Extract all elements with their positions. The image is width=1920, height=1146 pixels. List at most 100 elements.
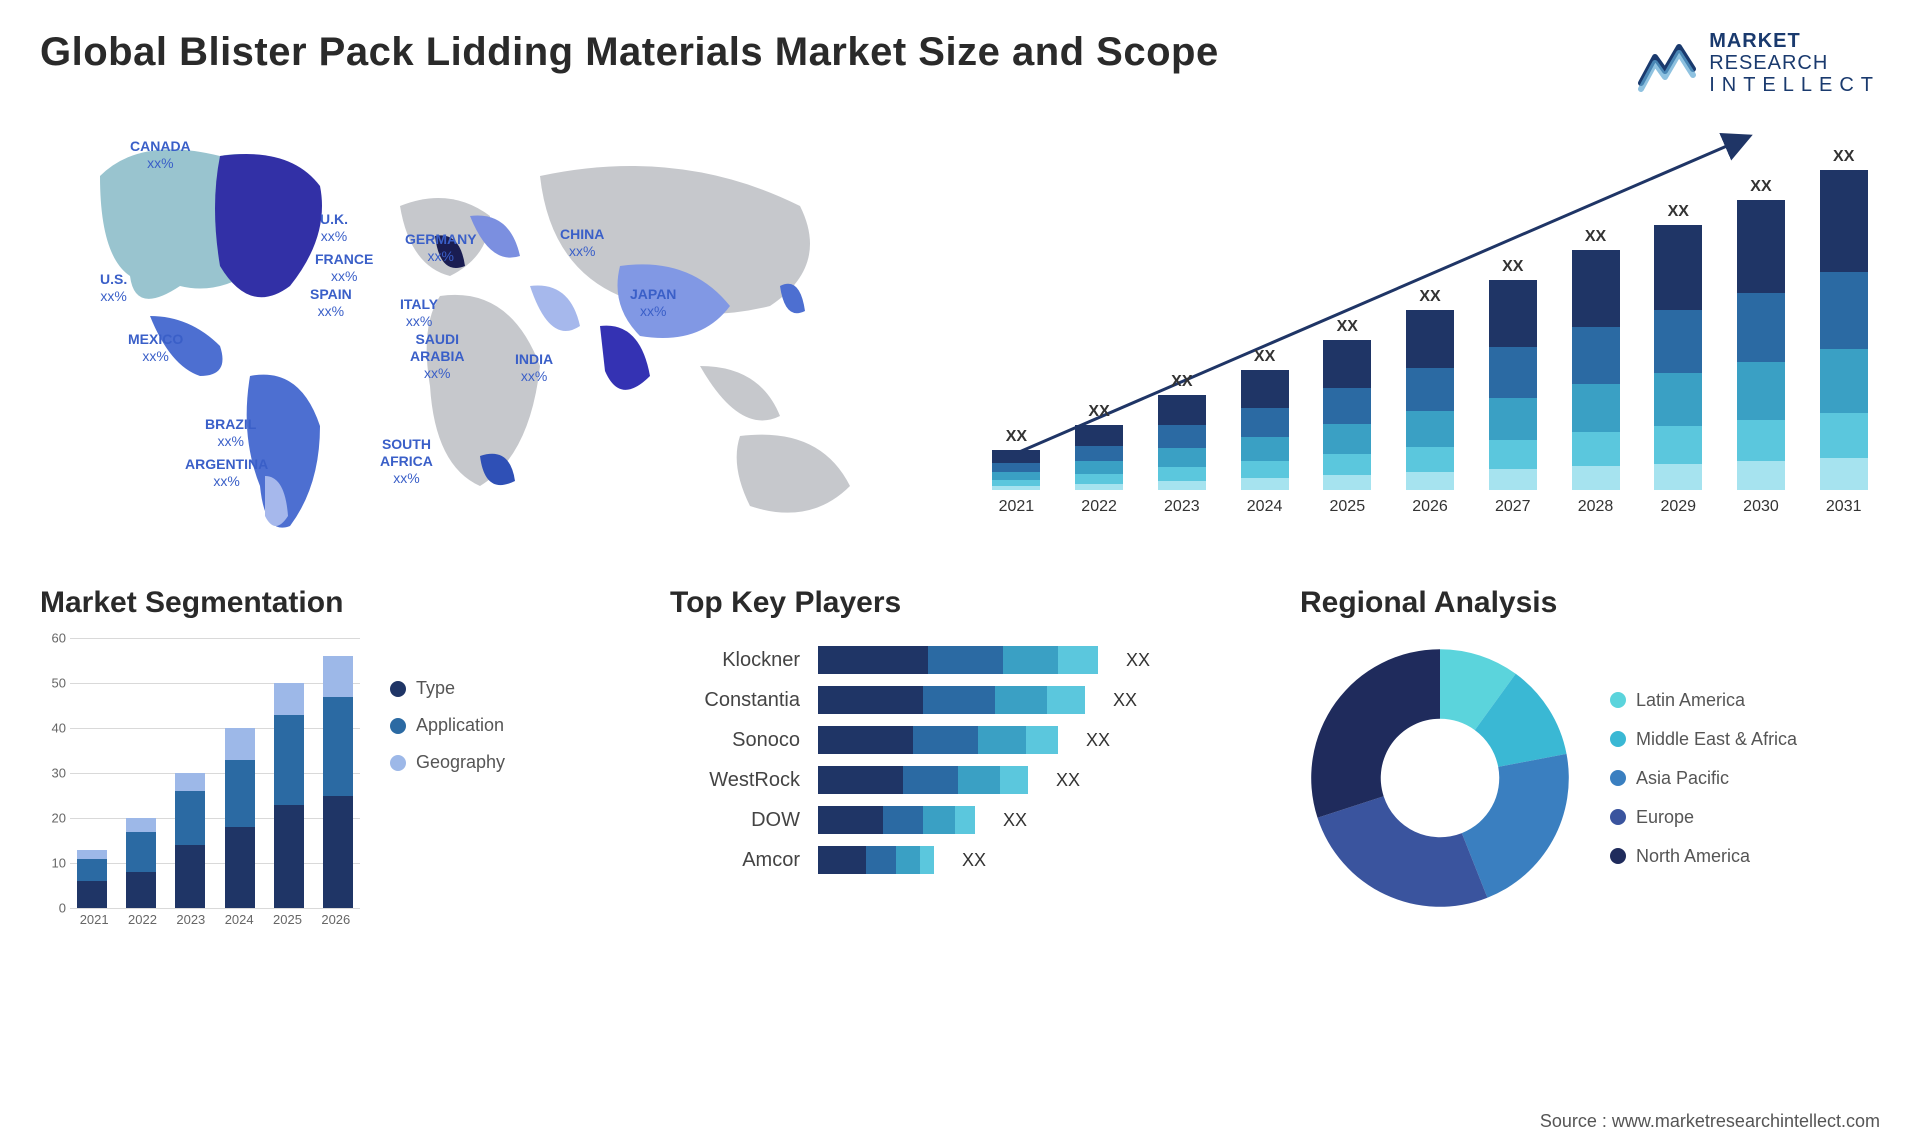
growth-bar-segment xyxy=(992,450,1040,463)
region-legend-item: Latin America xyxy=(1610,690,1797,711)
map-country-label: ITALYxx% xyxy=(400,296,438,330)
seg-legend-item: Application xyxy=(390,715,505,736)
player-bar-segment xyxy=(955,806,975,834)
growth-bar-segment xyxy=(1737,362,1785,420)
seg-y-tick: 10 xyxy=(40,856,66,871)
segmentation-panel: Market Segmentation 01020304050602021202… xyxy=(40,586,620,938)
page-header: Global Blister Pack Lidding Materials Ma… xyxy=(40,30,1880,96)
growth-bar-segment xyxy=(1572,466,1620,490)
seg-legend-label: Type xyxy=(416,678,455,699)
growth-bar-stack xyxy=(1075,425,1123,490)
growth-bar-segment xyxy=(1323,388,1371,424)
region-legend-item: Asia Pacific xyxy=(1610,768,1797,789)
growth-bar-value: XX xyxy=(1171,373,1192,391)
page-title: Global Blister Pack Lidding Materials Ma… xyxy=(40,30,1219,75)
map-country-label: INDIAxx% xyxy=(515,351,553,385)
growth-bar-segment xyxy=(1075,474,1123,483)
growth-bar-segment xyxy=(1323,475,1371,490)
logo-text: MARKET RESEARCH INTELLECT xyxy=(1709,30,1880,96)
map-country-label: CHINAxx% xyxy=(560,226,604,260)
player-value: XX xyxy=(1126,650,1150,671)
growth-bar-value: XX xyxy=(1254,348,1275,366)
player-name: Amcor xyxy=(670,849,800,872)
growth-bar-stack xyxy=(1820,170,1868,490)
logo-line-3: INTELLECT xyxy=(1709,74,1880,96)
player-bar-segment xyxy=(818,766,903,794)
growth-bar-segment xyxy=(1737,461,1785,490)
growth-chart-panel: XX2021XX2022XX2023XX2024XX2025XX2026XX20… xyxy=(980,116,1880,546)
growth-bar-segment xyxy=(1489,347,1537,397)
player-row: WestRockXX xyxy=(670,766,1250,794)
regional-donut-chart xyxy=(1300,638,1580,918)
seg-y-tick: 50 xyxy=(40,676,66,691)
player-bar xyxy=(818,766,1028,794)
map-country-label: U.K.xx% xyxy=(320,211,348,245)
growth-bar-segment xyxy=(1406,411,1454,447)
growth-bar-value: XX xyxy=(1668,203,1689,221)
legend-dot-icon xyxy=(1610,809,1626,825)
growth-bar-segment xyxy=(1820,458,1868,490)
growth-bar-segment xyxy=(1241,478,1289,490)
growth-bar-segment xyxy=(1241,408,1289,437)
growth-bar-stack xyxy=(1572,250,1620,490)
seg-y-tick: 60 xyxy=(40,631,66,646)
growth-bar-value: XX xyxy=(1006,428,1027,446)
player-bar-segment xyxy=(818,806,883,834)
seg-y-tick: 0 xyxy=(40,901,66,916)
growth-bar-segment xyxy=(1737,200,1785,293)
key-players-chart: KlocknerXXConstantiaXXSonocoXXWestRockXX… xyxy=(670,638,1250,874)
seg-bar-segment xyxy=(225,728,255,760)
growth-bar-segment xyxy=(1737,420,1785,461)
seg-legend-item: Type xyxy=(390,678,505,699)
growth-bar-segment xyxy=(1489,398,1537,440)
growth-bar-value: XX xyxy=(1419,288,1440,306)
seg-bar-segment xyxy=(175,773,205,791)
player-bar xyxy=(818,806,975,834)
growth-bar-segment xyxy=(1654,426,1702,463)
seg-y-tick: 30 xyxy=(40,766,66,781)
growth-bar-segment xyxy=(1075,461,1123,474)
map-country-label: ARGENTINAxx% xyxy=(185,456,268,490)
seg-bar xyxy=(218,728,261,908)
seg-legend-item: Geography xyxy=(390,752,505,773)
seg-bar xyxy=(267,683,310,908)
player-bar-segment xyxy=(1058,646,1098,674)
player-bar-segment xyxy=(923,686,995,714)
seg-bar-segment xyxy=(274,683,304,715)
growth-bar-year: 2021 xyxy=(999,498,1035,516)
player-row: SonocoXX xyxy=(670,726,1250,754)
region-legend-label: Latin America xyxy=(1636,690,1745,711)
player-bar-segment xyxy=(866,846,896,874)
region-legend-label: Middle East & Africa xyxy=(1636,729,1797,750)
seg-bar-segment xyxy=(126,832,156,873)
regional-title: Regional Analysis xyxy=(1300,586,1880,620)
player-value: XX xyxy=(1003,810,1027,831)
seg-legend-label: Application xyxy=(416,715,504,736)
growth-bar-segment xyxy=(992,463,1040,473)
growth-bar: XX2028 xyxy=(1559,228,1632,516)
legend-dot-icon xyxy=(1610,731,1626,747)
player-name: DOW xyxy=(670,809,800,832)
region-legend-label: Europe xyxy=(1636,807,1694,828)
world-map-panel: CANADAxx%U.S.xx%MEXICOxx%BRAZILxx%ARGENT… xyxy=(40,116,940,546)
legend-dot-icon xyxy=(1610,692,1626,708)
seg-bar-segment xyxy=(126,872,156,908)
player-row: KlocknerXX xyxy=(670,646,1250,674)
legend-dot-icon xyxy=(390,718,406,734)
growth-bar-segment xyxy=(1489,440,1537,469)
growth-bar-segment xyxy=(1489,280,1537,347)
growth-bar-segment xyxy=(1406,447,1454,472)
growth-bar-segment xyxy=(1654,310,1702,374)
region-legend-item: Europe xyxy=(1610,807,1797,828)
growth-bar: XX2022 xyxy=(1063,403,1136,516)
map-country-label: SAUDIARABIAxx% xyxy=(410,331,464,381)
seg-y-tick: 20 xyxy=(40,811,66,826)
map-country-label: GERMANYxx% xyxy=(405,231,477,265)
seg-gridline xyxy=(70,908,360,909)
seg-bar-segment xyxy=(175,845,205,908)
map-country-label: BRAZILxx% xyxy=(205,416,256,450)
growth-bar-segment xyxy=(1158,395,1206,425)
growth-bar: XX2031 xyxy=(1807,148,1880,516)
logo-line-1: MARKET xyxy=(1709,30,1880,52)
seg-bar-segment xyxy=(126,818,156,832)
